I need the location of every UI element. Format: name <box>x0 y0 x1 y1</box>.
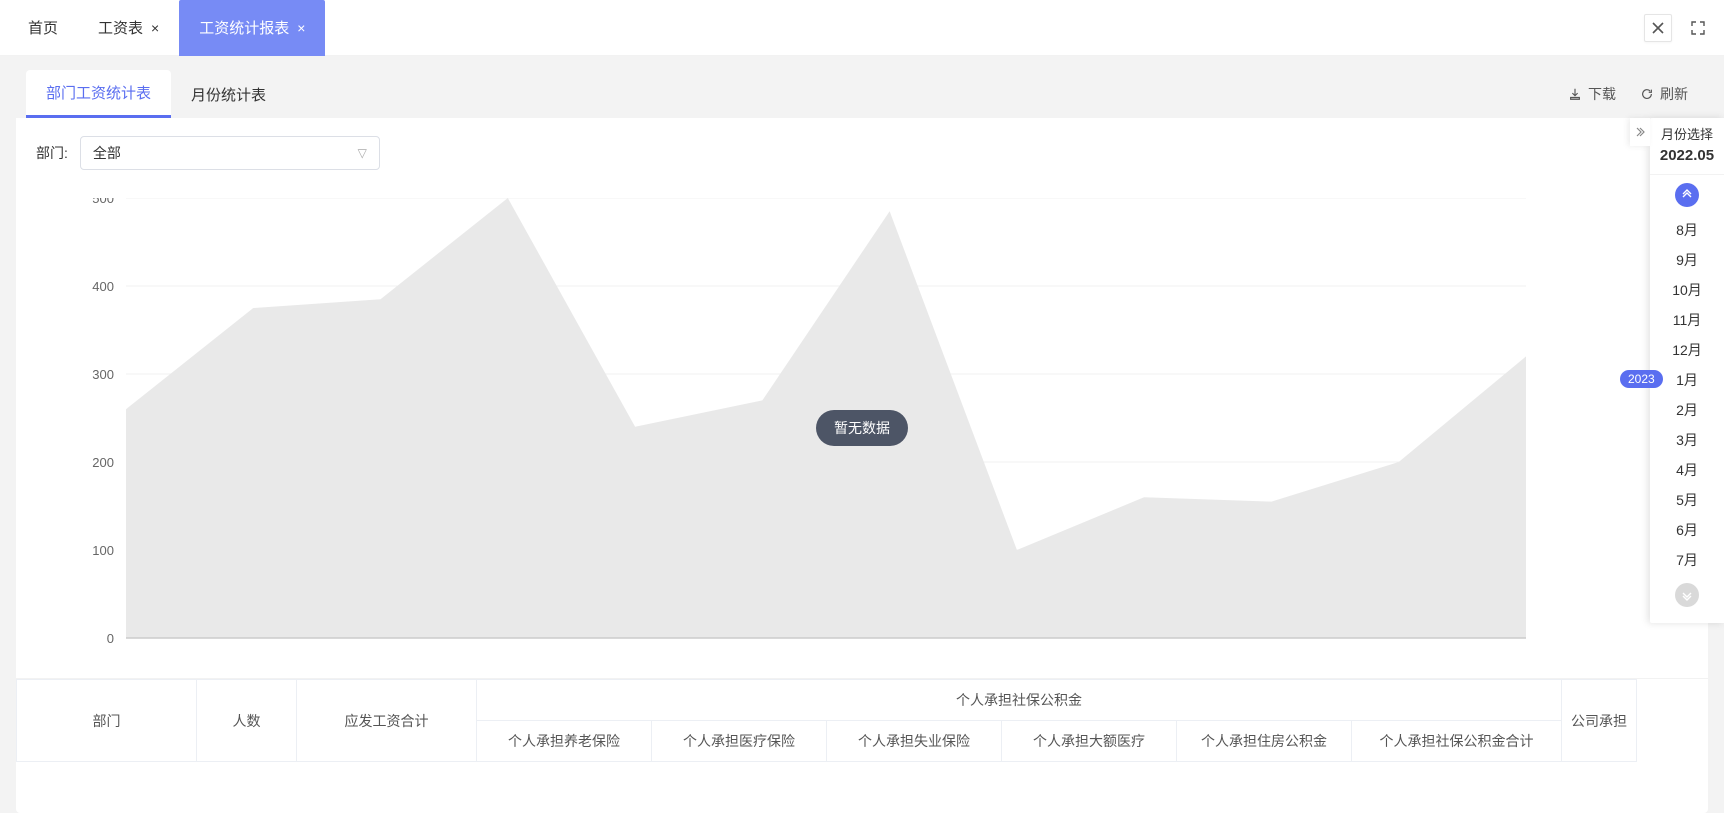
month-scroll-up-button[interactable] <box>1675 183 1699 207</box>
top-tabs-bar: 首页 工资表 × 工资统计报表 × <box>0 0 1724 56</box>
subtab-department-stats[interactable]: 部门工资统计表 <box>26 70 171 118</box>
month-list: 8月9月10月11月12月20231月2月3月4月5月6月7月 <box>1650 215 1724 575</box>
month-item[interactable]: 9月 <box>1650 245 1724 275</box>
tab-label: 工资统计报表 <box>199 17 289 38</box>
th-personal-insurance-group: 个人承担社保公积金 <box>477 680 1562 721</box>
month-item[interactable]: 8月 <box>1650 215 1724 245</box>
th-department: 部门 <box>17 680 197 762</box>
x-icon <box>1650 20 1666 36</box>
chevron-down-icon: ▽ <box>358 146 367 160</box>
tab-home[interactable]: 首页 <box>8 0 78 56</box>
download-icon <box>1568 87 1582 101</box>
month-selector-panel: 月份选择 2022.05 8月9月10月11月12月20231月2月3月4月5月… <box>1650 118 1724 623</box>
sub-tabs-row: 部门工资统计表 月份统计表 下载 刷新 <box>16 70 1708 118</box>
svg-text:0: 0 <box>107 631 114 646</box>
stats-table: 部门 人数 应发工资合计 个人承担社保公积金 公司承担 个人承担养老保险 个人承… <box>16 679 1637 762</box>
tab-salary[interactable]: 工资表 × <box>78 0 179 56</box>
download-label: 下载 <box>1588 84 1616 104</box>
month-panel-title: 月份选择 <box>1650 118 1724 145</box>
svg-text:100: 100 <box>92 543 114 558</box>
refresh-label: 刷新 <box>1660 84 1688 104</box>
th-company-bears: 公司承担 <box>1562 680 1637 762</box>
month-panel-selected-value: 2022.05 <box>1650 145 1724 175</box>
refresh-icon <box>1640 87 1654 101</box>
month-panel-collapse-button[interactable] <box>1630 118 1650 146</box>
th-gross-pay: 应发工资合计 <box>297 680 477 762</box>
refresh-button[interactable]: 刷新 <box>1640 84 1688 104</box>
year-badge: 2023 <box>1620 370 1663 388</box>
tab-label: 首页 <box>28 17 58 38</box>
th-pension: 个人承担养老保险 <box>477 721 652 762</box>
chart-tooltip: 暂无数据 <box>816 410 908 446</box>
chevron-down-icon <box>1681 589 1693 601</box>
th-headcount: 人数 <box>197 680 297 762</box>
fullscreen-button[interactable] <box>1684 14 1712 42</box>
th-personal-total: 个人承担社保公积金合计 <box>1352 721 1562 762</box>
chart-container: 0 100 200 300 400 500 暂无数据 <box>16 178 1708 678</box>
month-item[interactable]: 4月 <box>1650 455 1724 485</box>
subtab-label: 部门工资统计表 <box>46 82 151 103</box>
svg-text:400: 400 <box>92 279 114 294</box>
close-icon[interactable]: × <box>151 20 159 36</box>
main-content: 部门工资统计表 月份统计表 下载 刷新 部 <box>0 56 1724 813</box>
month-scroll-down-button[interactable] <box>1675 583 1699 607</box>
subtab-month-stats[interactable]: 月份统计表 <box>171 70 286 118</box>
th-housing-fund: 个人承担住房公积金 <box>1177 721 1352 762</box>
svg-text:200: 200 <box>92 455 114 470</box>
table-container: 部门 人数 应发工资合计 个人承担社保公积金 公司承担 个人承担养老保险 个人承… <box>16 678 1708 762</box>
month-item[interactable]: 12月 <box>1650 335 1724 365</box>
filter-row: 部门: 全部 ▽ <box>16 118 1708 178</box>
subtab-label: 月份统计表 <box>191 84 266 105</box>
month-item[interactable]: 5月 <box>1650 485 1724 515</box>
download-button[interactable]: 下载 <box>1568 84 1616 104</box>
area-chart: 0 100 200 300 400 500 <box>56 198 1536 668</box>
month-item[interactable]: 2月 <box>1650 395 1724 425</box>
department-filter-label: 部门: <box>36 143 68 163</box>
month-item[interactable]: 7月 <box>1650 545 1724 575</box>
tab-salary-stats[interactable]: 工资统计报表 × <box>179 0 325 56</box>
month-item[interactable]: 3月 <box>1650 425 1724 455</box>
th-major-medical: 个人承担大额医疗 <box>1002 721 1177 762</box>
close-icon[interactable]: × <box>297 20 305 36</box>
department-select[interactable]: 全部 ▽ <box>80 136 380 170</box>
month-item[interactable]: 11月 <box>1650 305 1724 335</box>
chevron-up-icon <box>1681 189 1693 201</box>
svg-text:300: 300 <box>92 367 114 382</box>
svg-text:500: 500 <box>92 198 114 206</box>
month-item[interactable]: 6月 <box>1650 515 1724 545</box>
th-medical: 个人承担医疗保险 <box>652 721 827 762</box>
select-value: 全部 <box>93 143 121 163</box>
chevron-right-icon <box>1635 127 1645 137</box>
month-item[interactable]: 10月 <box>1650 275 1724 305</box>
close-all-tabs-button[interactable] <box>1644 14 1672 42</box>
th-unemployment: 个人承担失业保险 <box>827 721 1002 762</box>
tab-label: 工资表 <box>98 17 143 38</box>
fullscreen-icon <box>1690 20 1706 36</box>
